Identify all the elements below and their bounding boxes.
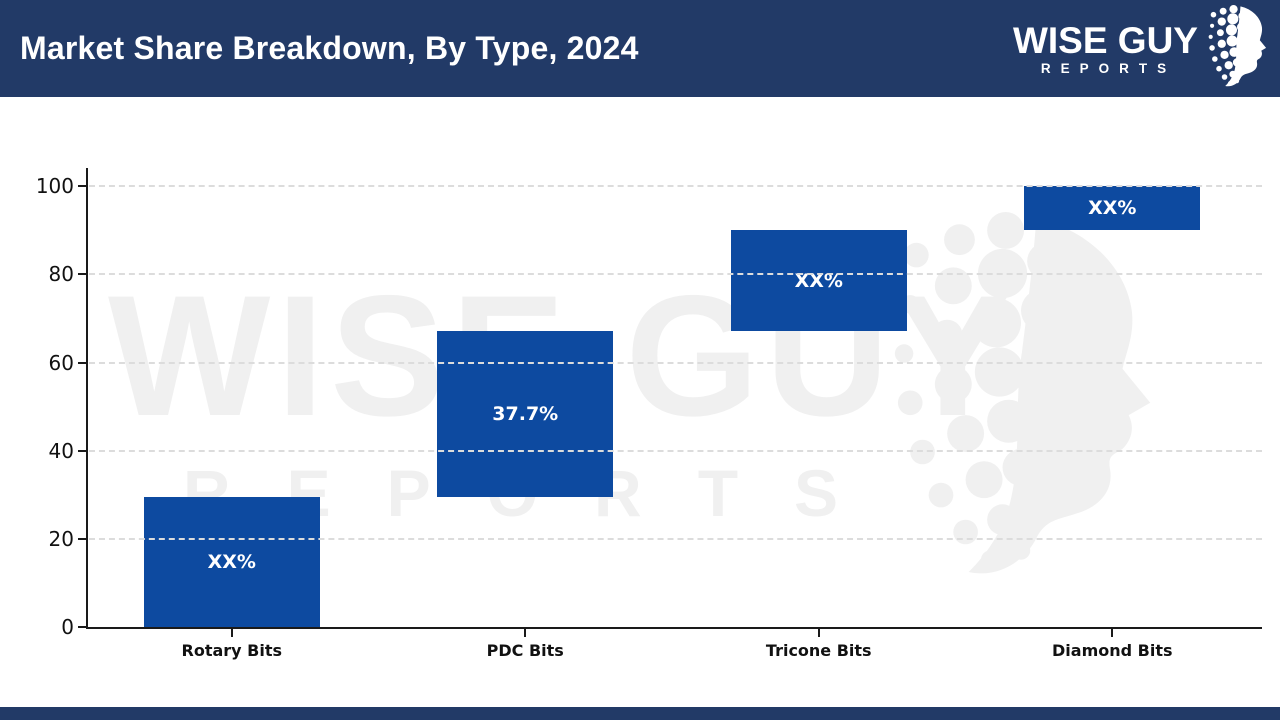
bar-value-label: 37.7% (492, 402, 559, 425)
y-tick-label: 20 (48, 526, 74, 551)
chart-bar: XX% (730, 230, 907, 331)
x-tick-label: PDC Bits (486, 641, 564, 660)
gridline (89, 185, 1262, 188)
y-tick (78, 537, 86, 540)
x-tick (524, 629, 527, 637)
page-title: Market Share Breakdown, By Type, 2024 (20, 30, 639, 66)
header: Market Share Breakdown, By Type, 2024 WI… (0, 0, 1280, 97)
gridline (89, 361, 1262, 364)
y-tick-label: 60 (48, 350, 74, 375)
x-axis (86, 627, 1262, 629)
y-tick (78, 185, 86, 188)
y-axis (86, 168, 88, 629)
logo-face-icon (1208, 4, 1267, 86)
x-tick-label: Rotary Bits (181, 641, 283, 660)
y-tick (78, 361, 86, 364)
chart-bar: 37.7% (437, 330, 614, 497)
footer-bar (0, 707, 1280, 720)
logo-text: WISE GUY REPORTS (1013, 22, 1198, 76)
x-tick-label: Tricone Bits (765, 641, 872, 660)
bar-value-label: XX% (1088, 197, 1137, 220)
logo-subtitle: REPORTS (1040, 60, 1177, 76)
y-tick (78, 273, 86, 276)
gridline (89, 449, 1262, 452)
gridline (89, 273, 1262, 276)
y-tick (78, 626, 86, 628)
y-tick-label: 40 (48, 438, 74, 463)
bar-value-label: XX% (207, 550, 256, 573)
watermark-face-icon (894, 212, 1151, 574)
chart-bar: XX% (143, 496, 320, 627)
chart-bar: XX% (1024, 186, 1201, 231)
x-tick (817, 629, 820, 637)
x-tick (230, 629, 233, 637)
y-tick-label: 80 (48, 262, 74, 287)
x-tick (1111, 629, 1114, 637)
x-tick-label: Diamond Bits (1052, 641, 1173, 660)
y-tick-label: 100 (35, 174, 74, 199)
wise-guy-logo: WISE GUY REPORTS (1013, 0, 1274, 97)
y-tick-label: 0 (61, 615, 74, 639)
logo-wordmark: WISE GUY (1012, 19, 1198, 61)
y-tick (78, 449, 86, 452)
gridline (89, 537, 1262, 540)
